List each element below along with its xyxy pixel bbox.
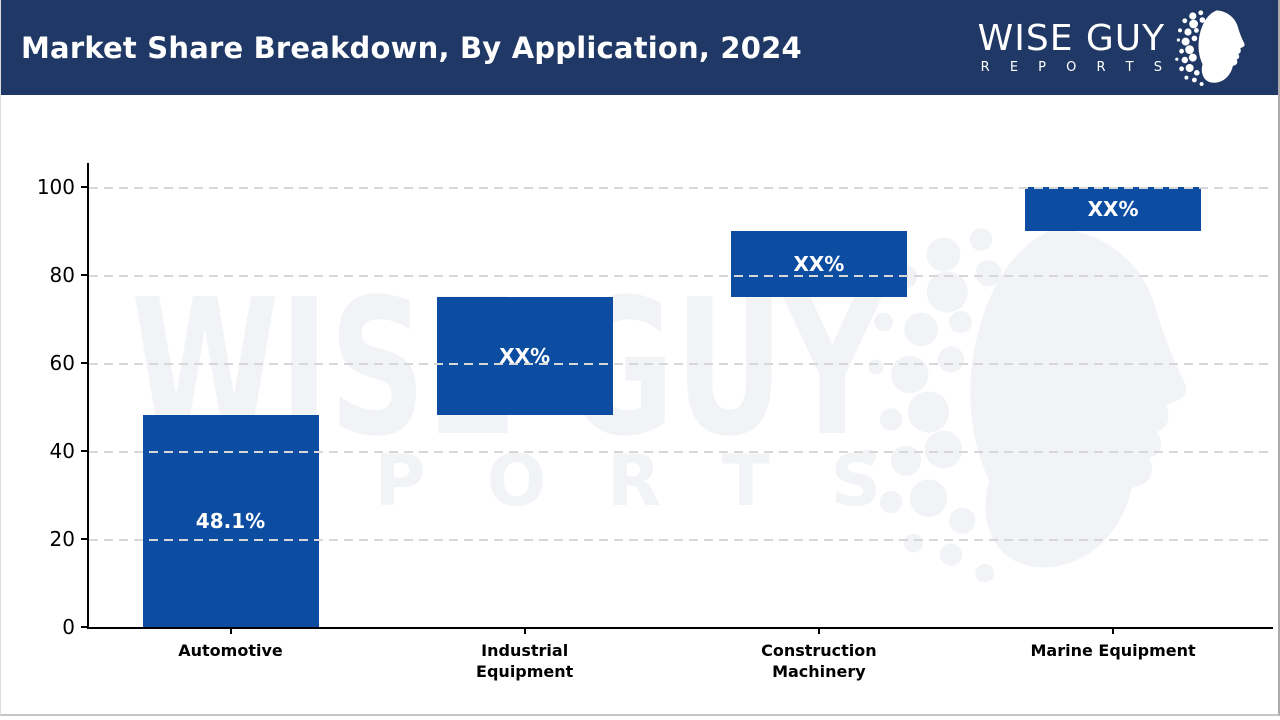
x-category-label-line: Automotive (178, 641, 283, 660)
grid-line (89, 275, 1273, 277)
y-tick-label: 100 (36, 175, 75, 199)
brand-head-icon (1175, 9, 1245, 86)
y-tick-mark (81, 186, 88, 188)
bar: XX% (436, 297, 613, 416)
page-title: Market Share Breakdown, By Application, … (21, 30, 802, 65)
x-category-label-line: Construction (761, 641, 877, 660)
grid-line (89, 451, 1273, 453)
plot-area: 48.1% Automotive XX% Industrial Equipment XX%… (1, 95, 1278, 714)
x-category-label: Automotive (121, 640, 341, 661)
brand-text: WISE GUY R E P O R T S (977, 18, 1170, 76)
bar-value-label: XX% (793, 252, 845, 276)
y-tick-mark (81, 450, 88, 452)
x-category-label-line: Machinery (772, 662, 866, 681)
y-tick-label: 40 (49, 439, 75, 463)
x-category-label-line: Industrial (481, 641, 569, 660)
grid-line (89, 539, 1273, 541)
x-tick-mark (817, 629, 820, 634)
x-category-label: Industrial Equipment (415, 640, 635, 682)
x-category-label-line: Marine Equipment (1030, 641, 1196, 660)
brand-logo: WISE GUY R E P O R T S (978, 6, 1252, 90)
y-tick-mark (81, 274, 88, 276)
y-tick-mark (81, 626, 88, 628)
x-tick-mark (523, 629, 526, 634)
bar-value-label: XX% (1087, 197, 1139, 221)
x-category-label: Construction Machinery (709, 640, 929, 682)
x-category-label: Marine Equipment (1003, 640, 1223, 661)
y-tick-mark (81, 362, 88, 364)
y-tick-mark (81, 538, 88, 540)
x-tick-mark (229, 629, 232, 634)
x-tick-mark (1112, 629, 1115, 634)
y-tick-label: 20 (49, 527, 75, 551)
axis-spine-left (87, 163, 89, 629)
bar: 48.1% (142, 415, 319, 627)
x-category-label-line: Equipment (476, 662, 574, 681)
y-tick-label: 60 (49, 351, 75, 375)
header-bar: Market Share Breakdown, By Application, … (1, 0, 1278, 95)
y-tick-label: 0 (62, 615, 75, 639)
grid-line (89, 187, 1273, 189)
y-tick-label: 80 (49, 263, 75, 287)
grid-line (89, 363, 1273, 365)
axis-spine-bottom (87, 627, 1273, 629)
bar-value-label: 48.1% (195, 509, 266, 534)
chart-area: WISE GUY R E P O R T S 48.1%AutomotiveXX… (1, 95, 1278, 714)
brand-sub: R E P O R T S (980, 60, 1170, 75)
bar: XX% (730, 231, 907, 297)
brand-name: WISE GUY (977, 18, 1166, 59)
bar: XX% (1025, 187, 1202, 231)
